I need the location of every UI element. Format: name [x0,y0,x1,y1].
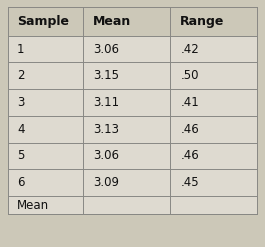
Text: Mean: Mean [93,15,131,28]
Text: 3.15: 3.15 [93,69,119,82]
Bar [83,7,170,36]
Text: .41: .41 [180,96,199,109]
Bar [83,36,170,62]
Bar [8,116,83,143]
Bar [83,116,170,143]
Text: Range: Range [180,15,225,28]
Bar [83,143,170,169]
Text: 3.13: 3.13 [93,123,119,136]
Bar [8,7,83,36]
Bar [170,169,257,196]
Bar [170,7,257,36]
Text: 6: 6 [17,176,24,189]
Bar [170,116,257,143]
Bar [8,62,83,89]
Text: .46: .46 [180,149,199,162]
Text: 1: 1 [17,43,24,56]
Bar [170,143,257,169]
Text: .45: .45 [180,176,199,189]
Bar [83,62,170,89]
Bar [170,62,257,89]
Bar [83,89,170,116]
Text: 3.06: 3.06 [93,43,119,56]
Bar [8,196,83,214]
Bar [170,89,257,116]
Text: Sample: Sample [17,15,69,28]
Bar [8,36,83,62]
Text: .46: .46 [180,123,199,136]
Text: 3.11: 3.11 [93,96,119,109]
Text: Mean: Mean [17,199,49,212]
Text: 2: 2 [17,69,24,82]
Text: 4: 4 [17,123,24,136]
Bar [83,169,170,196]
Text: 5: 5 [17,149,24,162]
Bar [170,196,257,214]
Text: 3: 3 [17,96,24,109]
Text: 3.06: 3.06 [93,149,119,162]
Bar [8,169,83,196]
Text: .50: .50 [180,69,199,82]
Text: .42: .42 [180,43,199,56]
Bar [8,89,83,116]
Bar [170,36,257,62]
Text: 3.09: 3.09 [93,176,119,189]
Bar [83,196,170,214]
Bar [8,143,83,169]
